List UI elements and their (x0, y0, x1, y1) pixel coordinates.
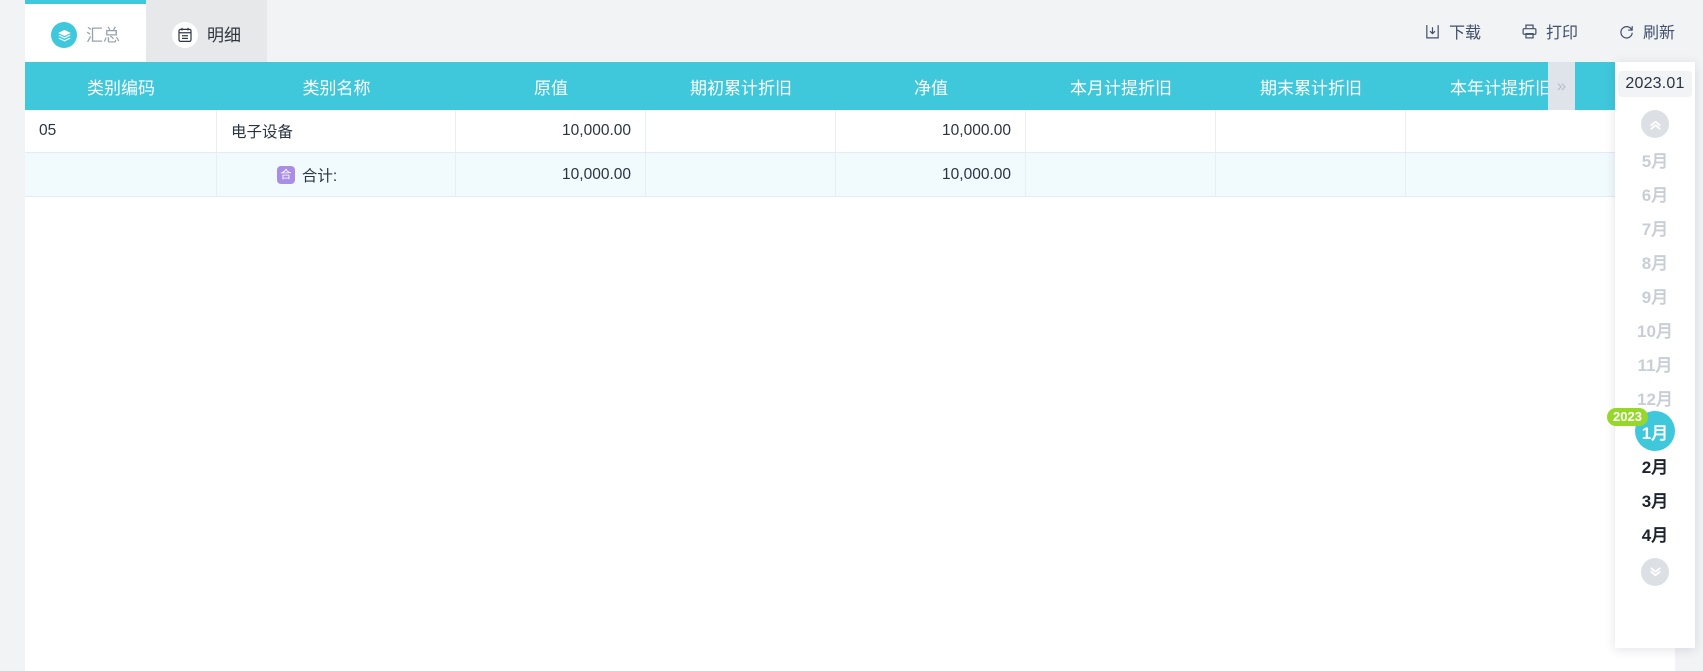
month-label: 2月 (1641, 457, 1669, 477)
month-item-7[interactable]: 7月 (1615, 210, 1695, 244)
month-item-11[interactable]: 11月 (1615, 346, 1695, 380)
month-label: 9月 (1641, 287, 1669, 307)
month-label: 4月 (1641, 525, 1669, 545)
month-label: 11月 (1637, 355, 1673, 375)
cell-category-name: 电子设备 (217, 110, 456, 152)
month-item-8[interactable]: 8月 (1615, 244, 1695, 278)
refresh-button[interactable]: 刷新 (1618, 19, 1675, 43)
tab-detail[interactable]: 明细 (146, 0, 267, 66)
column-header-closing-accum-depr[interactable]: 期末累计折旧 (1260, 78, 1362, 98)
total-opening-accum-depr (646, 153, 836, 196)
month-label: 6月 (1641, 185, 1669, 205)
total-spacer (25, 153, 217, 196)
tab-detail-label: 明细 (207, 25, 241, 45)
column-header-opening-accum-depr[interactable]: 期初累计折旧 (690, 78, 792, 98)
column-header-category-name[interactable]: 类别名称 (302, 78, 371, 98)
total-net-value: 10,000.00 (836, 153, 1026, 196)
month-label: 5月 (1641, 151, 1669, 171)
print-label: 打印 (1545, 25, 1578, 42)
top-bar: 汇总 明细 (0, 0, 1703, 66)
asset-depreciation-table: 类别编码 类别名称 原值 期初累计折旧 净值 本月计提折旧 期末累计折旧 本年计… (25, 62, 1675, 671)
cell-year-depr (1406, 110, 1596, 152)
month-item-1[interactable]: 2023 1月 (1607, 408, 1695, 451)
cell-original-value: 10,000.00 (456, 110, 646, 152)
month-label: 8月 (1641, 253, 1669, 273)
refresh-icon (1618, 23, 1635, 40)
column-header-original-value[interactable]: 原值 (534, 78, 568, 98)
layers-icon (51, 22, 77, 48)
month-item-4[interactable]: 4月 (1615, 516, 1695, 550)
month-label: 3月 (1641, 491, 1669, 511)
month-item-2[interactable]: 2月 (1615, 448, 1695, 482)
column-header-category-code[interactable]: 类别编码 (87, 78, 155, 98)
total-closing-accum-depr (1216, 153, 1406, 196)
print-icon (1521, 23, 1538, 40)
total-label: 合计: (301, 167, 338, 185)
total-label-cell: 合 合计: (217, 153, 456, 196)
table-row[interactable]: 05 电子设备 10,000.00 10,000.00 (25, 110, 1675, 153)
download-label: 下载 (1448, 25, 1481, 42)
year-badge: 2023 (1607, 408, 1648, 426)
tab-bar: 汇总 明细 (25, 0, 267, 66)
month-item-3[interactable]: 3月 (1615, 482, 1695, 516)
month-item-12[interactable]: 12月 (1615, 380, 1695, 414)
total-original-value: 10,000.00 (456, 153, 646, 196)
total-year-depr (1406, 153, 1596, 196)
table-header-row: 类别编码 类别名称 原值 期初累计折旧 净值 本月计提折旧 期末累计折旧 本年计… (25, 62, 1675, 110)
period-panel: 2023.01 5月 6月 7月 8月 9月 10月 11月 12月 2023 … (1607, 62, 1695, 648)
table-empty-area (25, 197, 1675, 671)
month-item-5[interactable]: 5月 (1615, 142, 1695, 176)
cell-net-value: 10,000.00 (836, 110, 1026, 152)
cell-closing-accum-depr (1216, 110, 1406, 152)
month-label: 12月 (1637, 389, 1673, 409)
month-list: 5月 6月 7月 8月 9月 10月 11月 12月 2023 1月 2月 3月… (1607, 142, 1695, 550)
month-item-6[interactable]: 6月 (1615, 176, 1695, 210)
month-label: 7月 (1641, 219, 1669, 239)
total-month-depr (1026, 153, 1216, 196)
list-document-icon (172, 22, 198, 48)
column-header-month-depr[interactable]: 本月计提折旧 (1070, 78, 1172, 98)
refresh-label: 刷新 (1642, 25, 1675, 42)
tab-summary[interactable]: 汇总 (25, 0, 146, 66)
double-chevron-up-icon[interactable] (1641, 110, 1669, 138)
sum-icon: 合 (276, 165, 295, 184)
double-chevron-down-icon[interactable] (1641, 558, 1669, 586)
month-item-10[interactable]: 10月 (1615, 312, 1695, 346)
cell-opening-accum-depr (646, 110, 836, 152)
tab-summary-label: 汇总 (86, 25, 120, 45)
toolbar: 下载 打印 刷新 (1424, 0, 1675, 62)
cell-category-code: 05 (25, 110, 217, 152)
collapse-period-panel-button[interactable]: » (1548, 62, 1575, 110)
month-item-9[interactable]: 9月 (1615, 278, 1695, 312)
download-button[interactable]: 下载 (1424, 19, 1481, 43)
download-icon (1424, 23, 1441, 40)
cell-month-depr (1026, 110, 1216, 152)
table-total-row: 合 合计: 10,000.00 10,000.00 (25, 153, 1675, 197)
column-header-year-depr[interactable]: 本年计提折旧 (1450, 78, 1552, 98)
double-chevron-right-icon: » (1556, 76, 1567, 95)
column-header-net-value[interactable]: 净值 (914, 78, 948, 98)
current-period-chip[interactable]: 2023.01 (1618, 71, 1692, 97)
month-label: 10月 (1637, 321, 1673, 341)
print-button[interactable]: 打印 (1521, 19, 1578, 43)
